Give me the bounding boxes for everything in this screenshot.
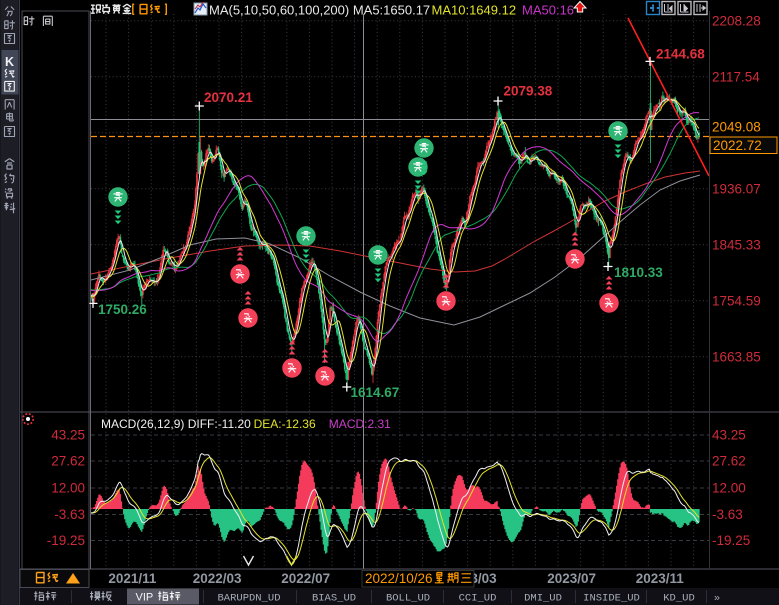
svg-text:1663.85: 1663.85 [712,349,761,364]
svg-text:BOLL_UD: BOLL_UD [386,593,430,605]
svg-text:43.25: 43.25 [51,428,85,443]
svg-text:12.00: 12.00 [712,481,746,496]
svg-text:27.62: 27.62 [51,454,85,469]
svg-text:INSIDE_UD: INSIDE_UD [583,593,640,605]
svg-text:2117.54: 2117.54 [712,70,760,85]
svg-text:2021/11: 2021/11 [108,571,157,586]
svg-text:1810.33: 1810.33 [614,265,663,280]
svg-text:2079.38: 2079.38 [504,84,553,99]
svg-text:1936.07: 1936.07 [712,181,761,196]
svg-text:MA(5,10,50,60,100,200) MA5:16: MA(5,10,50,60,100,200) MA5:1650.17 [209,3,430,18]
svg-text:1614.67: 1614.67 [351,385,400,400]
svg-text:MA50:16: MA50:16 [522,3,574,18]
svg-text:MA10:1649.12: MA10:1649.12 [432,3,517,18]
svg-text:27.62: 27.62 [712,454,746,469]
svg-text:K: K [5,55,14,69]
svg-text:-3.63: -3.63 [54,507,85,522]
svg-text:KD_UD: KD_UD [663,593,695,605]
svg-text:2070.21: 2070.21 [204,90,253,105]
svg-text:-19.25: -19.25 [712,533,750,548]
svg-text:2022/07: 2022/07 [281,571,330,586]
svg-text:2022.72: 2022.72 [713,138,762,153]
svg-text:BIAS_UD: BIAS_UD [312,593,356,605]
svg-text:2144.68: 2144.68 [656,47,705,62]
svg-text:-19.25: -19.25 [47,533,85,548]
svg-text:2208.28: 2208.28 [712,14,761,29]
svg-text:2023/07: 2023/07 [547,571,596,586]
svg-text:2022/03: 2022/03 [193,571,242,586]
svg-text:12.00: 12.00 [51,481,85,496]
svg-text:1750.26: 1750.26 [98,302,147,317]
svg-text:2049.08: 2049.08 [712,120,761,135]
svg-text:2023/11: 2023/11 [636,571,685,586]
svg-text:-3.63: -3.63 [712,507,743,522]
svg-text:DMI_UD: DMI_UD [524,593,562,605]
svg-text:»: » [714,593,720,605]
svg-text:43.25: 43.25 [712,428,746,443]
svg-text:BARUPDN_UD: BARUPDN_UD [217,593,280,605]
svg-text:2022/10/26: 2022/10/26 [365,571,433,586]
svg-text:CCI_UD: CCI_UD [459,593,497,605]
svg-text:1754.59: 1754.59 [712,293,761,308]
svg-text:VIP: VIP [136,592,154,604]
svg-text:1845.33: 1845.33 [712,237,761,252]
